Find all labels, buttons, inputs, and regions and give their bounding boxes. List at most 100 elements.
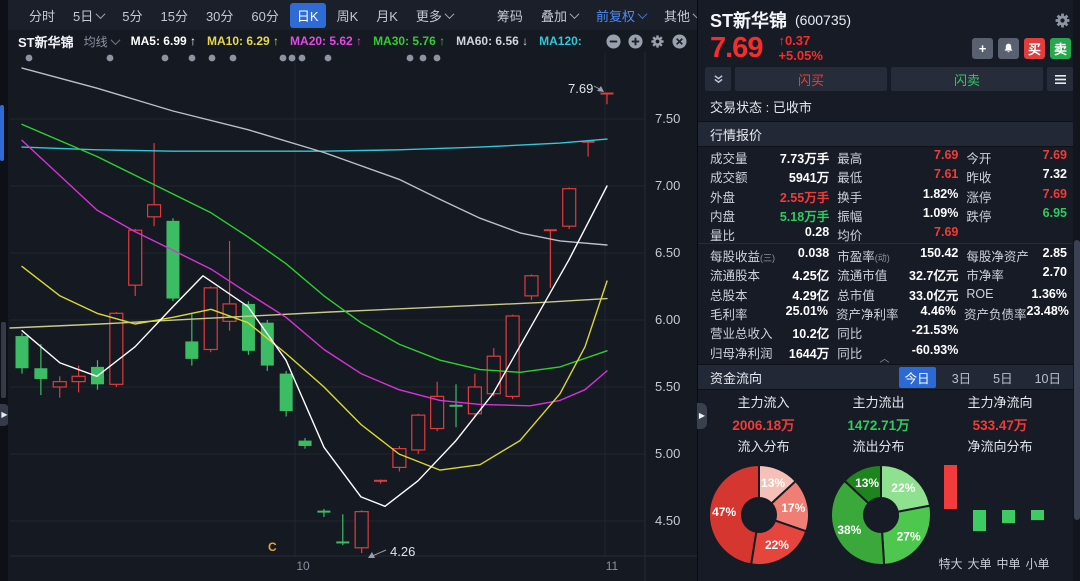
ma-selector-dropdown[interactable]: 均线 [84, 33, 121, 50]
moneyflow-tabs: 今日 3日 5日 10日 [898, 366, 1067, 388]
period-tab-60分[interactable]: 60分 [251, 8, 279, 24]
flow-col-value: 1472.71万 [847, 418, 910, 433]
field-value: 5941万 [788, 171, 830, 186]
moneyflow-section-header: 资金流向 今日 3日 5日 10日 [698, 364, 1080, 390]
period-tab-月K[interactable]: 月K [376, 8, 398, 24]
price-row: 7.69 ↑0.37 +5.05% + 买 卖 [710, 32, 1071, 64]
period-tab-更多[interactable]: 更多 [409, 3, 460, 28]
period-tabs: 分时 5日 5分 15分 30分 60分 日K 周K 月K 更多 [20, 2, 462, 28]
field-value: 23.48% [1026, 304, 1069, 319]
svg-text:5.00: 5.00 [655, 446, 680, 461]
field-量比: 量比 0.28 [710, 225, 829, 244]
field-value: 7.69 [1042, 148, 1067, 163]
flow-col-主力净流向: 主力净流向 533.47万 [936, 392, 1064, 434]
add-watchlist-button[interactable]: + [972, 37, 993, 59]
finance-row: 每股收益(三) 0.038 市盈率(动) 150.42 每股净资产 2.85 [710, 246, 1067, 265]
field-value: 33.0亿元 [909, 288, 959, 303]
tool-叠加[interactable]: 叠加 [534, 3, 585, 28]
svg-text:7.00: 7.00 [655, 178, 680, 193]
period-tab-日K[interactable]: 日K [289, 2, 326, 28]
period-tab-周K[interactable]: 周K [336, 8, 359, 24]
panel-scrollbar-thumb[interactable] [1074, 240, 1080, 520]
chart-settings-gear-icon[interactable] [650, 34, 665, 49]
field-value: 2.85 [1042, 246, 1067, 261]
flow-tab-5日[interactable]: 5日 [993, 371, 1013, 386]
period-tab-15分[interactable]: 15分 [160, 8, 188, 24]
tool-前复权[interactable]: 前复权 [589, 3, 653, 28]
field-每股净资产: 每股净资产 2.85 [966, 246, 1067, 265]
field-value: -21.53% [911, 323, 959, 338]
moneyflow-header-label: 资金流向 [710, 370, 763, 386]
last-price: 7.69 [710, 31, 763, 64]
flow-tab-今日[interactable]: 今日 [898, 366, 936, 388]
action-buttons: + 买 卖 [972, 37, 1071, 59]
finance-row: 流通股本 4.25亿 流通市值 32.7亿元 市净率 2.70 [710, 265, 1067, 284]
svg-text:中单: 中单 [996, 556, 1020, 571]
expand-orders-button[interactable] [705, 67, 731, 91]
trade-status: 交易状态 : 已收市 [710, 100, 812, 115]
tool-筹码[interactable]: 筹码 [496, 8, 523, 24]
period-tab-30分[interactable]: 30分 [205, 8, 234, 24]
field-label: 成交额 [710, 171, 748, 186]
buy-button[interactable]: 买 [1024, 37, 1045, 59]
field-value: 1.36% [1031, 287, 1067, 302]
field-label: 振幅 [837, 210, 863, 225]
field-均价: 均价 7.69 [837, 225, 958, 244]
field-label: 成交量 [710, 152, 748, 167]
period-tab-5分[interactable]: 5分 [122, 8, 143, 24]
quote-row: 外盘 2.55万手 换手 1.82% 涨停 7.69 [710, 187, 1067, 206]
field-label: 资产净利率 [836, 308, 899, 323]
collapse-finance-chevron[interactable]: ︿ [879, 354, 890, 365]
svg-text:小单: 小单 [1025, 557, 1049, 571]
quote-section-header: 行情报价 [698, 121, 1080, 147]
svg-text:17%: 17% [781, 501, 805, 515]
svg-text:5.50: 5.50 [655, 379, 680, 394]
field-毛利率: 毛利率 25.01% [710, 304, 828, 323]
svg-text:47%: 47% [712, 505, 736, 519]
field-value: 1644万 [788, 346, 830, 361]
field-成交额: 成交额 5941万 [710, 167, 829, 186]
distribution-labels: 流入分布 流出分布 净流向分布 [698, 436, 1080, 454]
field-同比: 同比 -21.53% [837, 323, 958, 342]
close-chart-icon[interactable] [672, 33, 687, 49]
left-panel-expand-arrow-icon[interactable]: ▶ [0, 404, 9, 426]
zoom-out-icon[interactable] [606, 33, 621, 49]
chevron-down-icon [110, 34, 121, 45]
svg-text:22%: 22% [765, 538, 789, 552]
field-value: 5.18万手 [779, 210, 830, 225]
chevron-down-icon [444, 8, 455, 19]
left-scroll-thumb[interactable] [1, 322, 6, 398]
ma-legend-row: ST新华锦 均线 MA5: 6.99 ↑ MA10: 6.29 ↑ MA20: 5.… [8, 30, 697, 52]
stock-name: ST新华锦 [710, 11, 788, 31]
tool-其他[interactable]: 其他 [657, 3, 708, 28]
field-label: 换手 [837, 190, 863, 205]
ma-values: MA5: 6.99 ↑ MA10: 6.29 ↑ MA20: 5.62 ↑ MA30:… [131, 34, 582, 48]
period-tab-5日[interactable]: 5日 [66, 3, 111, 28]
field-label: 今开 [966, 152, 992, 167]
field-label: 外盘 [710, 190, 736, 205]
field-value: 10.2亿 [792, 327, 830, 342]
left-scroll-indicator[interactable] [0, 105, 4, 161]
flash-buy-button[interactable]: 闪买 [735, 67, 887, 91]
panel-collapse-arrow-icon[interactable]: ▶ [697, 403, 707, 429]
field-ROE: ROE 1.36% [966, 287, 1067, 301]
chart-zoom-controls [606, 33, 687, 49]
panel-settings-gear-icon[interactable] [1054, 12, 1071, 29]
finance-row: 毛利率 25.01% 资产净利率 4.46% 资产负债率 23.48% [710, 304, 1069, 323]
quote-grid: 成交量 7.73万手 最高 7.69 今开 7.69 成交额 5941万 最低 7.61 昨收 7.3… [710, 148, 1067, 244]
field-value: 7.73万手 [779, 152, 830, 167]
sell-button[interactable]: 卖 [1050, 37, 1071, 59]
flow-tab-3日[interactable]: 3日 [951, 371, 972, 386]
ma-chip: MA60: 6.56 ↓ [456, 34, 529, 48]
field-value: 4.25亿 [792, 269, 830, 284]
field-label: 昨收 [966, 171, 992, 186]
alert-bell-button[interactable] [998, 37, 1019, 59]
flash-sell-button[interactable]: 闪卖 [891, 67, 1043, 91]
zoom-in-icon[interactable] [628, 33, 643, 49]
candlestick-chart[interactable]: 7.50 7.00 6.50 6.00 5.50 5.00 4.50 10 11 7.69 4.26… [8, 52, 697, 581]
order-menu-button[interactable] [1047, 67, 1073, 91]
ma-chip: MA120: [539, 34, 582, 48]
field-label: 流通股本 [710, 269, 761, 284]
flow-tab-10日[interactable]: 10日 [1034, 371, 1061, 386]
period-tab-分时[interactable]: 分时 [29, 8, 56, 24]
